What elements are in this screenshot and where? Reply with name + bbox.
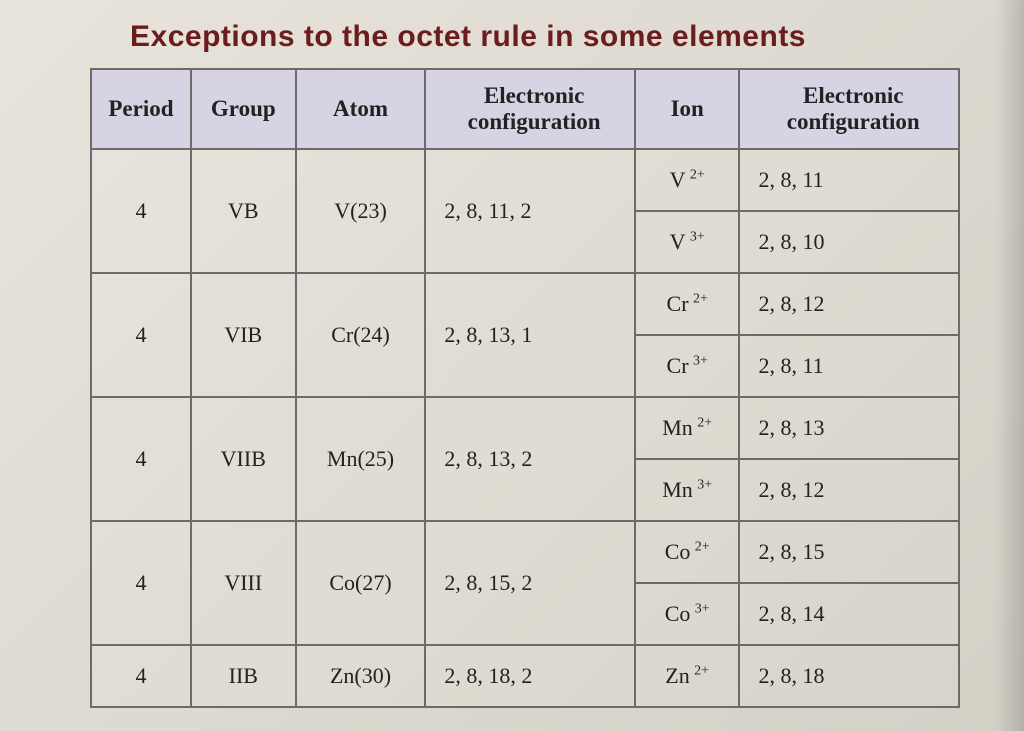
cell-ion: Co 3+: [635, 583, 740, 645]
ion-base: Cr: [667, 353, 689, 378]
cell-period: 4: [91, 521, 191, 645]
cell-ion-ec: 2, 8, 13: [739, 397, 959, 459]
col-period-header: Period: [91, 69, 191, 149]
ion-charge: 3+: [697, 478, 712, 493]
cell-atom: Cr(24): [296, 273, 426, 397]
ion-base: Zn: [665, 663, 689, 688]
cell-atom-ec: 2, 8, 18, 2: [425, 645, 635, 707]
cell-ion-ec: 2, 8, 15: [739, 521, 959, 583]
cell-period: 4: [91, 149, 191, 273]
cell-ion: V 2+: [635, 149, 740, 211]
cell-period: 4: [91, 273, 191, 397]
ion-charge: 2+: [693, 292, 708, 307]
header-row: Period Group Atom Electronic configurati…: [91, 69, 959, 149]
ion-charge: 2+: [694, 664, 709, 679]
cell-ion-ec: 2, 8, 18: [739, 645, 959, 707]
cell-ion: Cr 2+: [635, 273, 740, 335]
cell-ion-ec: 2, 8, 11: [739, 149, 959, 211]
cell-atom-ec: 2, 8, 13, 2: [425, 397, 635, 521]
table-row: 4VIIICo(27)2, 8, 15, 2Co 2+2, 8, 15: [91, 521, 959, 583]
cell-atom-ec: 2, 8, 13, 1: [425, 273, 635, 397]
ion-charge: 3+: [693, 354, 708, 369]
ion-charge: 3+: [695, 602, 710, 617]
cell-atom: Zn(30): [296, 645, 426, 707]
table-body: 4VBV(23)2, 8, 11, 2V 2+2, 8, 11V 3+2, 8,…: [91, 149, 959, 707]
col-group-header: Group: [191, 69, 296, 149]
cell-ion-ec: 2, 8, 12: [739, 459, 959, 521]
cell-ion-ec: 2, 8, 10: [739, 211, 959, 273]
cell-ion: Mn 3+: [635, 459, 740, 521]
ion-base: V: [670, 167, 686, 192]
cell-group: VIB: [191, 273, 296, 397]
cell-ion: Mn 2+: [635, 397, 740, 459]
col-ion-ec-header: Electronic configuration: [739, 69, 959, 149]
col-atom-header: Atom: [296, 69, 426, 149]
cell-atom: Co(27): [296, 521, 426, 645]
cell-ion-ec: 2, 8, 14: [739, 583, 959, 645]
ion-base: Co: [665, 539, 691, 564]
ion-charge: 2+: [695, 540, 710, 555]
table-row: 4VIBCr(24)2, 8, 13, 1Cr 2+2, 8, 12: [91, 273, 959, 335]
exceptions-table: Period Group Atom Electronic configurati…: [90, 68, 960, 708]
cell-group: VIII: [191, 521, 296, 645]
ion-charge: 3+: [690, 230, 705, 245]
cell-group: VB: [191, 149, 296, 273]
page-title: Exceptions to the octet rule in some ele…: [130, 20, 974, 54]
cell-atom: V(23): [296, 149, 426, 273]
ion-base: Co: [665, 601, 691, 626]
col-atom-ec-header: Electronic configuration: [425, 69, 635, 149]
ion-base: Cr: [667, 291, 689, 316]
cell-ion-ec: 2, 8, 11: [739, 335, 959, 397]
cell-atom-ec: 2, 8, 15, 2: [425, 521, 635, 645]
cell-period: 4: [91, 645, 191, 707]
ion-base: Mn: [662, 477, 693, 502]
cell-group: VIIB: [191, 397, 296, 521]
cell-atom: Mn(25): [296, 397, 426, 521]
cell-atom-ec: 2, 8, 11, 2: [425, 149, 635, 273]
cell-ion: V 3+: [635, 211, 740, 273]
table-row: 4VIIBMn(25)2, 8, 13, 2Mn 2+2, 8, 13: [91, 397, 959, 459]
cell-period: 4: [91, 397, 191, 521]
cell-ion: Cr 3+: [635, 335, 740, 397]
table-row: 4IIBZn(30)2, 8, 18, 2Zn 2+2, 8, 18: [91, 645, 959, 707]
cell-group: IIB: [191, 645, 296, 707]
ion-base: V: [670, 229, 686, 254]
table-head: Period Group Atom Electronic configurati…: [91, 69, 959, 149]
ion-base: Mn: [662, 415, 693, 440]
table-row: 4VBV(23)2, 8, 11, 2V 2+2, 8, 11: [91, 149, 959, 211]
cell-ion: Zn 2+: [635, 645, 740, 707]
col-ion-header: Ion: [635, 69, 740, 149]
page: Exceptions to the octet rule in some ele…: [0, 0, 1024, 731]
cell-ion: Co 2+: [635, 521, 740, 583]
ion-charge: 2+: [690, 168, 705, 183]
ion-charge: 2+: [697, 416, 712, 431]
cell-ion-ec: 2, 8, 12: [739, 273, 959, 335]
